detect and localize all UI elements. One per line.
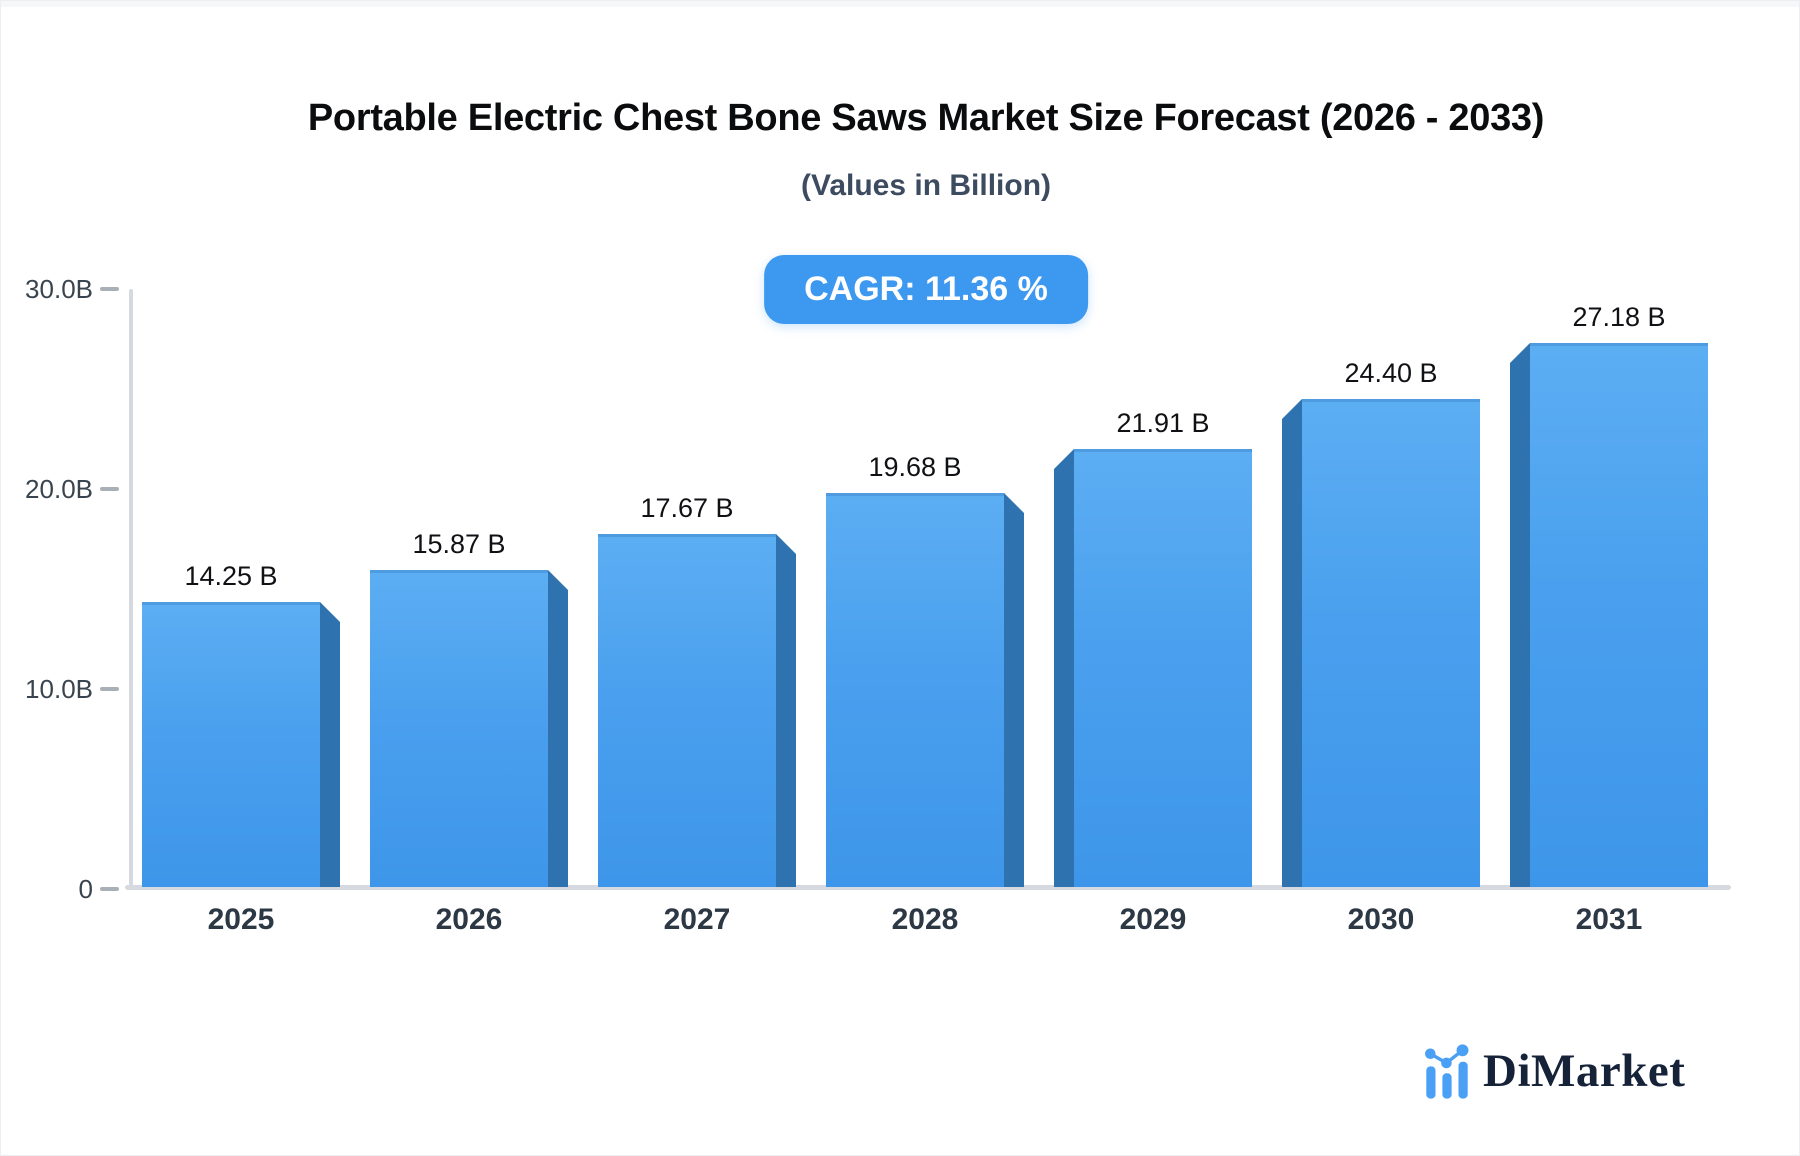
bar-2026[interactable]: 15.87 B: [370, 529, 568, 887]
chart-title: Portable Electric Chest Bone Saws Market…: [307, 97, 1545, 139]
y-tick-label: 20.0B: [25, 474, 93, 504]
x-axis-category-label: 2030: [1347, 903, 1415, 936]
bar-face[interactable]: [370, 570, 548, 887]
y-axis-line: [129, 289, 133, 889]
y-tick-dash: [100, 287, 119, 291]
x-axis-category-label: 2028: [891, 903, 959, 936]
y-tick-label: 10.0B: [25, 674, 93, 704]
x-axis-category-label: 2031: [1575, 903, 1643, 936]
bar-side-face: [1510, 343, 1530, 887]
y-tick-label: 0: [78, 874, 93, 904]
bar-face[interactable]: [826, 493, 1004, 887]
bar-value-label: 14.25 B: [184, 561, 278, 591]
bar-face[interactable]: [1302, 399, 1480, 887]
bar-face[interactable]: [142, 602, 320, 887]
chart-subtitle: (Values in Billion): [800, 169, 1052, 202]
bar-value-label: 21.91 B: [1116, 408, 1210, 438]
bar-chart-logo-icon: [1424, 1043, 1470, 1099]
bar-face[interactable]: [598, 534, 776, 887]
y-tick-dash: [100, 487, 119, 491]
x-axis-category-label: 2026: [435, 903, 503, 936]
bar-2029[interactable]: 21.91 B: [1054, 408, 1252, 887]
bar-side-face: [320, 602, 340, 887]
bar-side-face: [1054, 449, 1074, 887]
bar-side-face: [1282, 399, 1302, 887]
bar-side-face: [548, 570, 568, 887]
x-axis-category-label: 2027: [663, 903, 731, 936]
page-top-strip: [1, 1, 1799, 7]
plot-area: 14.25 B 15.87 B 17.67 B 19.68 B 21.91 B 24.40…: [132, 289, 1732, 887]
x-axis-category-label: 2029: [1119, 903, 1187, 936]
bar-value-label: 15.87 B: [412, 529, 506, 559]
cagr-badge: CAGR: 11.36 %: [764, 255, 1088, 324]
bar-2031[interactable]: 27.18 B: [1510, 302, 1708, 887]
bar-side-face: [776, 534, 796, 887]
bar-value-label: 17.67 B: [640, 493, 734, 523]
x-axis-category-label: 2025: [207, 903, 275, 936]
bar-value-label: 19.68 B: [868, 452, 962, 482]
y-tick-dash: [100, 687, 119, 691]
bar-2030[interactable]: 24.40 B: [1282, 358, 1480, 887]
bar-side-face: [1004, 493, 1024, 887]
bar-2025[interactable]: 14.25 B: [142, 561, 340, 887]
bar-face[interactable]: [1530, 343, 1708, 887]
y-tick-dash: [100, 887, 119, 891]
x-axis-line: [125, 885, 1731, 890]
y-tick-label: 30.0B: [25, 274, 93, 304]
brand-logo[interactable]: DiMarket: [1424, 1043, 1685, 1099]
bar-face[interactable]: [1074, 449, 1252, 887]
bar-value-label: 27.18 B: [1572, 302, 1666, 332]
bar-value-label: 24.40 B: [1344, 358, 1438, 388]
bar-2028[interactable]: 19.68 B: [826, 452, 1024, 887]
logo-text: DiMarket: [1483, 1045, 1686, 1097]
bar-2027[interactable]: 17.67 B: [598, 493, 796, 887]
